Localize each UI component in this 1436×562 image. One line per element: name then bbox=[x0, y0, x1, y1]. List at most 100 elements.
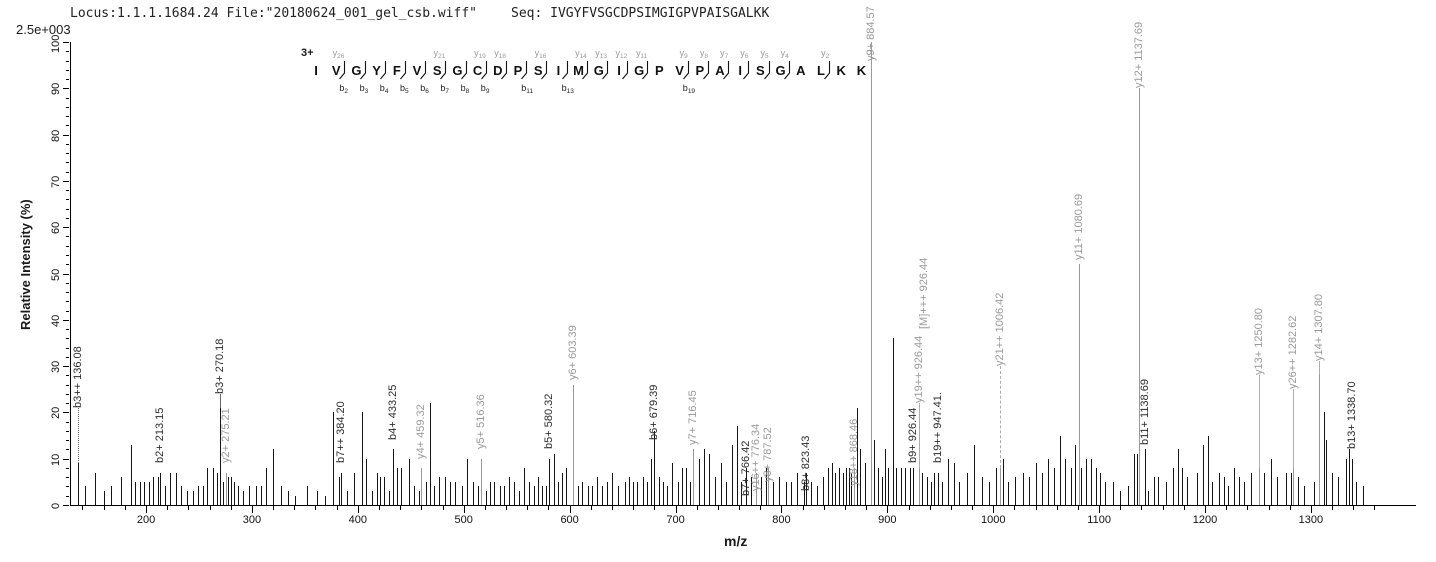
spectrum-peak bbox=[797, 472, 799, 505]
spectrum-peak bbox=[1029, 477, 1031, 505]
y-axis-tick bbox=[66, 79, 69, 81]
spectrum-peak bbox=[490, 481, 492, 505]
b-ion-label: b13 bbox=[561, 83, 574, 95]
spectrum-peak bbox=[1070, 467, 1072, 505]
spectrum-peak bbox=[1325, 440, 1327, 505]
peak-label: b9+ 926.44 bbox=[907, 407, 920, 464]
y-axis-tick bbox=[66, 125, 69, 127]
spectrum-peak bbox=[1137, 454, 1139, 505]
y-ion-label: y6 bbox=[740, 48, 749, 60]
y-axis-tick-label: 0 bbox=[50, 502, 62, 509]
y-ion-label: y16 bbox=[534, 48, 547, 60]
spectrum-peak bbox=[731, 444, 733, 505]
x-axis-tick-label: 400 bbox=[348, 514, 367, 526]
spectrum-peak bbox=[84, 486, 86, 505]
peak-label: y9+ 884.57 bbox=[864, 5, 877, 61]
x-axis-tick bbox=[1226, 506, 1228, 510]
spectrum-peak bbox=[449, 481, 451, 505]
spectrum-peak bbox=[1338, 477, 1340, 505]
spectrum-peak bbox=[157, 477, 159, 505]
spectrum-peak bbox=[895, 467, 897, 505]
y-ion-label: y19 bbox=[474, 48, 486, 60]
spectrum-peak bbox=[628, 477, 630, 505]
spectrum-peak bbox=[388, 491, 390, 505]
spectrum-peak bbox=[380, 477, 382, 505]
spectrum-peak bbox=[611, 472, 613, 505]
peak-label-leader bbox=[220, 393, 222, 408]
spectrum-peak bbox=[499, 486, 501, 505]
y-ion-label: y13 bbox=[595, 48, 607, 60]
x-axis-line bbox=[70, 505, 1416, 506]
x-axis-tick bbox=[569, 506, 571, 513]
fragment-peak bbox=[1000, 467, 1002, 505]
y-axis-tick bbox=[63, 273, 69, 275]
x-axis-tick bbox=[273, 506, 275, 510]
fragment-cleavage-mark bbox=[682, 60, 690, 80]
spectrum-peak bbox=[811, 481, 813, 505]
fragment-peak bbox=[806, 472, 808, 505]
sequence-residue: F bbox=[392, 63, 401, 78]
spectrum-peak bbox=[307, 486, 308, 505]
peak-label-leader bbox=[1319, 361, 1321, 376]
fragment-peak bbox=[225, 472, 227, 505]
peak-label: y7+ 716.45 bbox=[686, 390, 699, 445]
sequence-residue: G bbox=[593, 63, 604, 78]
y-ion-label: y21 bbox=[433, 48, 446, 60]
fragment-peak bbox=[159, 472, 161, 505]
spectrum-peak bbox=[1100, 472, 1102, 505]
y-ion-label: y8 bbox=[699, 48, 708, 60]
y-ion-label: y12 bbox=[615, 48, 628, 60]
y-axis-tick-label: 10 bbox=[50, 453, 62, 466]
spectrum-peak bbox=[238, 486, 240, 505]
spectrum-peak bbox=[877, 467, 879, 505]
y-axis-tick bbox=[63, 319, 69, 321]
sequence-residue: G bbox=[351, 63, 362, 78]
spectrum-peak bbox=[187, 491, 189, 505]
fragment-peak bbox=[937, 472, 939, 505]
x-axis-tick bbox=[611, 506, 613, 510]
y-ion-label: y5 bbox=[760, 48, 769, 60]
spectrum-peak bbox=[295, 495, 297, 505]
spectrum-peak bbox=[1112, 481, 1114, 505]
spectrum-peak bbox=[721, 463, 723, 505]
y-axis-tick bbox=[66, 495, 69, 497]
intensity-full-scale-label: 2.5e+003 bbox=[16, 22, 71, 37]
spectrum-peak bbox=[838, 467, 840, 505]
x-axis-tick bbox=[908, 506, 910, 510]
peak-label: y4+ 459.32 bbox=[414, 403, 427, 459]
x-axis-tick-label: 800 bbox=[772, 514, 791, 526]
spectrum-peak bbox=[353, 472, 355, 505]
b-ion-label: b4 bbox=[379, 83, 389, 95]
spectrum-peak bbox=[779, 477, 781, 505]
x-axis-tick bbox=[844, 506, 846, 510]
spectrum-peak bbox=[139, 481, 141, 505]
x-axis-tick-label: 1200 bbox=[1192, 514, 1218, 526]
spectrum-peak bbox=[439, 477, 441, 505]
fragment-peak bbox=[1292, 467, 1294, 505]
y-ion-label: y14 bbox=[575, 48, 587, 60]
sequence-residue: C bbox=[472, 63, 483, 78]
spectrum-peak bbox=[120, 477, 122, 505]
x-axis-tick bbox=[590, 506, 592, 510]
fragment-cleavage-mark bbox=[338, 60, 346, 80]
y-ion-label: y7 bbox=[720, 48, 729, 60]
y-axis-tick bbox=[66, 60, 69, 62]
y-axis-tick bbox=[66, 301, 69, 303]
y-axis-line bbox=[70, 42, 71, 505]
spectrum-peak bbox=[842, 472, 844, 505]
spectrum-peak bbox=[672, 463, 674, 505]
fragment-cleavage-mark bbox=[359, 60, 367, 80]
y-ion-label: y9 bbox=[679, 48, 688, 60]
spectrum-peak bbox=[233, 481, 235, 505]
spectrum-peak bbox=[371, 491, 373, 505]
spectrum-peak bbox=[216, 472, 218, 505]
y-axis-tick bbox=[66, 282, 69, 284]
spectrum-peak bbox=[376, 472, 378, 505]
spectrum-peak bbox=[959, 481, 961, 505]
peak-label: b4+ 433.25 bbox=[387, 384, 400, 441]
sequence-residue: S bbox=[432, 63, 442, 78]
y-axis-tick bbox=[66, 106, 69, 108]
spectrum-peak bbox=[667, 486, 669, 505]
peak-label: y18++ 868.46 bbox=[847, 419, 860, 487]
